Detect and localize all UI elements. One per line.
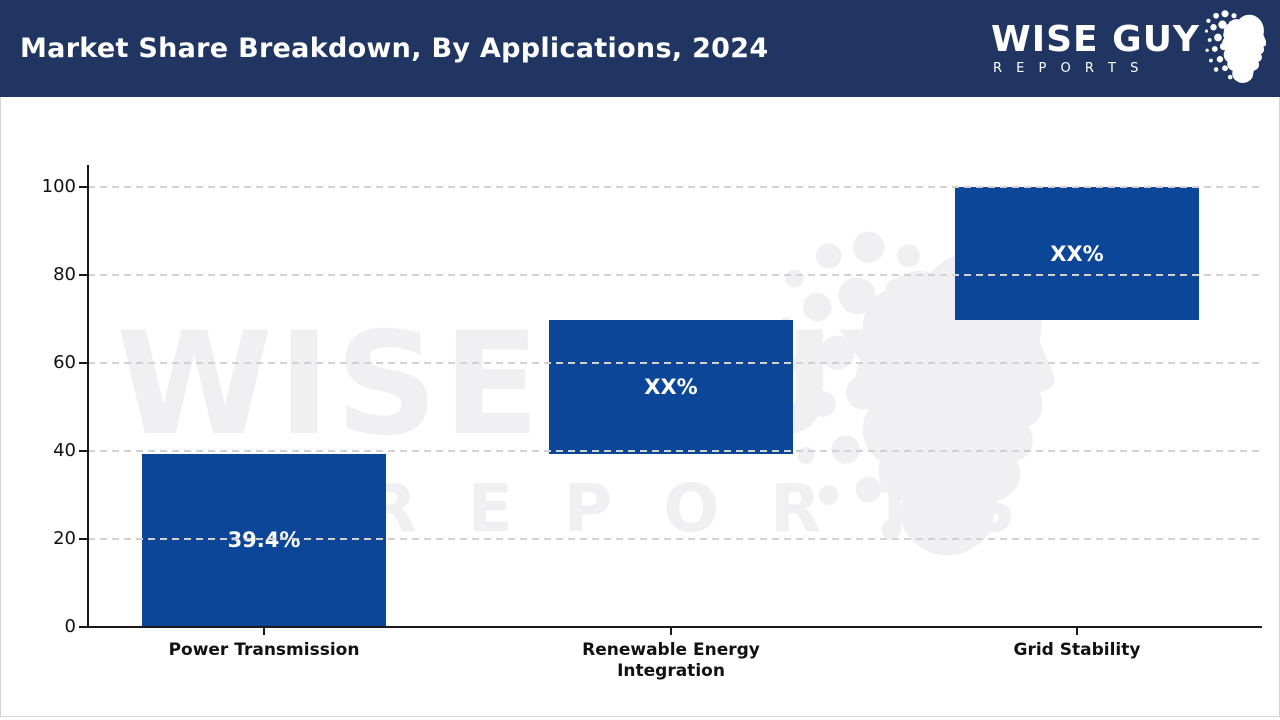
logo-wordmark: WISE GUY: [990, 18, 1200, 60]
y-tick-label-60: 60: [53, 352, 76, 373]
gridline-100: [88, 186, 1260, 188]
watermark: WISE GUY R E P O R T S: [116, 231, 1055, 556]
gridline-80: [88, 274, 1260, 276]
y-tick-mark-40: [79, 450, 88, 452]
bar-grid-stability: XX%: [955, 187, 1199, 321]
x-tick-mark-renewable-energy-integration: [670, 627, 672, 635]
y-axis-line: [87, 165, 89, 628]
bar-power-transmission: 39.4%: [142, 453, 386, 627]
x-category-label-line: Power Transmission: [168, 640, 360, 660]
x-category-label-line: Grid Stability: [1013, 640, 1141, 660]
y-tick-mark-100: [79, 186, 88, 188]
y-tick-label-20: 20: [53, 528, 76, 549]
gridline-60: [88, 362, 1260, 364]
wise-guy-logo: WISE GUY R E P O R T S: [991, 9, 1266, 89]
header: Market Share Breakdown, By Applications,…: [0, 0, 1280, 97]
x-axis-line: [87, 626, 1262, 628]
y-tick-label-0: 0: [64, 616, 76, 637]
chart-canvas: WISE GUY R E P O R T S 0 20 40 60 80 100 39.4%…: [0, 97, 1280, 717]
gridline-20: [88, 538, 1260, 540]
x-category-label-power-transmission: Power Transmission: [104, 640, 424, 661]
gridline-40: [88, 450, 1260, 452]
y-tick-mark-60: [79, 362, 88, 364]
bar-value-label: XX%: [644, 374, 698, 399]
logo-text: WISE GUY R E P O R T S: [990, 18, 1200, 76]
x-category-label-line: Integration: [617, 660, 725, 681]
y-tick-mark-0: [79, 626, 88, 628]
bar-value-label: 39.4%: [227, 528, 301, 553]
y-tick-mark-20: [79, 538, 88, 540]
x-tick-mark-grid-stability: [1076, 627, 1078, 635]
watermark-wordmark: WISE GUY: [116, 302, 949, 467]
x-tick-mark-power-transmission: [263, 627, 265, 635]
x-category-label-grid-stability: Grid Stability: [917, 640, 1237, 661]
y-tick-label-100: 100: [41, 176, 76, 197]
bar-value-label: XX%: [1050, 241, 1104, 266]
x-category-label-line: Renewable Energy: [582, 640, 760, 660]
logo-subtitle: R E P O R T S: [992, 60, 1144, 76]
y-tick-mark-80: [79, 274, 88, 276]
bar-renewable-energy-integration: XX%: [549, 320, 793, 454]
y-tick-label-40: 40: [53, 440, 76, 461]
y-tick-label-80: 80: [53, 264, 76, 285]
page-title: Market Share Breakdown, By Applications,…: [20, 33, 769, 64]
x-category-label-renewable-energy-integration: Renewable Energy Integration: [511, 640, 831, 681]
